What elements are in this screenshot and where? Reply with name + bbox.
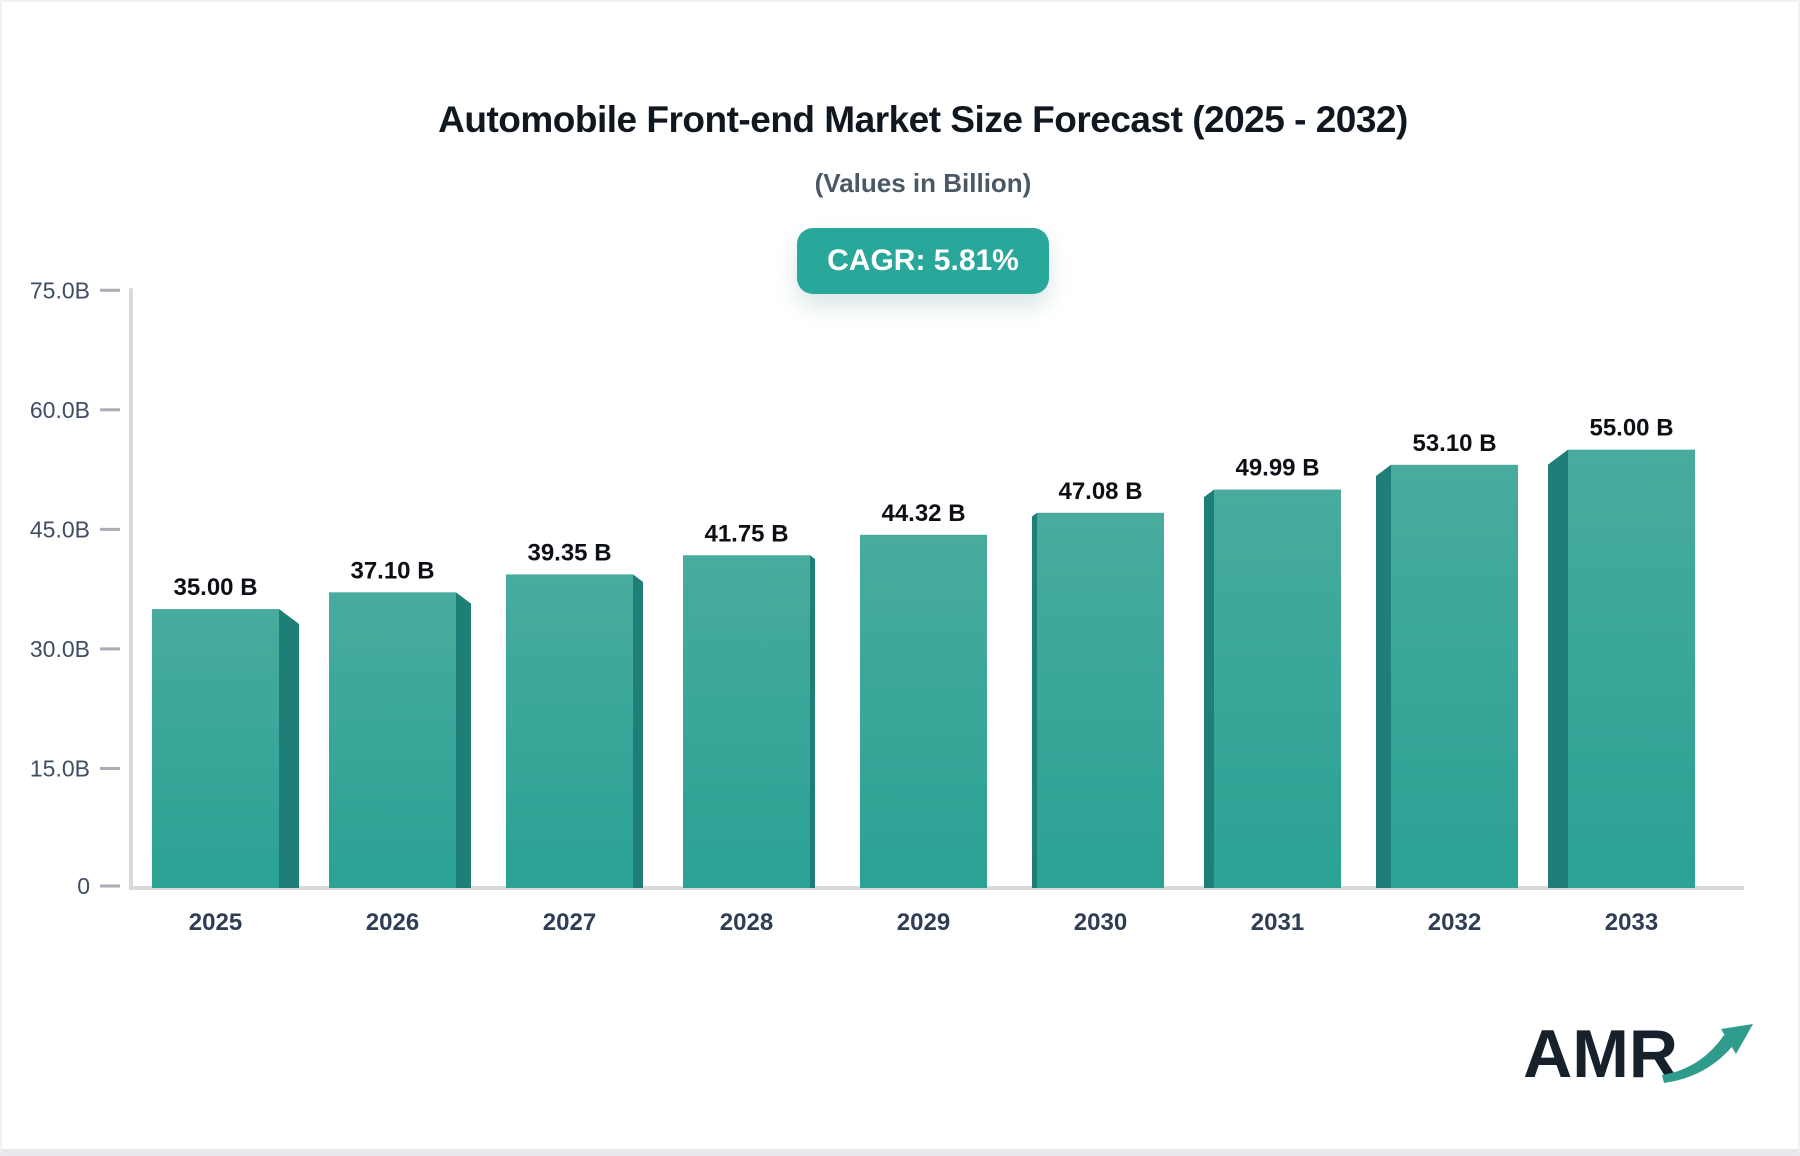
- chart-subtitle: (Values in Billion): [814, 168, 1032, 198]
- bar: [1214, 489, 1341, 888]
- x-axis-label: 2026: [366, 909, 419, 936]
- bar-value-label: 37.10 B: [350, 557, 434, 584]
- y-axis-label: 45.0B: [30, 516, 90, 542]
- x-axis-label: 2025: [189, 909, 242, 936]
- bar-group: 55.00 B 2033: [1548, 415, 1695, 936]
- bar: [506, 574, 633, 888]
- x-axis-label: 2027: [543, 909, 596, 936]
- bar-value-label: 55.00 B: [1589, 415, 1673, 442]
- chart-header: Automobile Front-end Market Size Forecas…: [48, 98, 1798, 294]
- y-axis-label: 30.0B: [30, 636, 90, 662]
- bar-value-label: 39.35 B: [527, 539, 611, 566]
- bar-group: 49.99 B 2031: [1204, 455, 1341, 936]
- bar-side-face: [1548, 449, 1568, 888]
- bar-value-label: 49.99 B: [1235, 455, 1319, 482]
- y-axis-tick: [100, 527, 120, 531]
- growth-arrow-icon: [1662, 1024, 1753, 1083]
- bar-value-label: 44.32 B: [881, 500, 965, 527]
- cagr-badge: CAGR: 5.81%: [797, 228, 1049, 294]
- bar-value-label: 47.08 B: [1058, 478, 1142, 505]
- bar-side-face: [1204, 489, 1214, 888]
- bar: [1568, 449, 1695, 888]
- bar-group: 37.10 B 2026: [329, 557, 471, 936]
- bar-value-label: 41.75 B: [704, 520, 788, 547]
- x-axis-label: 2033: [1605, 909, 1658, 936]
- x-axis-label: 2028: [720, 909, 773, 936]
- x-axis-label: 2031: [1251, 909, 1304, 936]
- bar-value-label: 35.00 B: [173, 574, 257, 601]
- bar-side-face: [1032, 512, 1037, 888]
- bar-group: 47.08 B 2030: [1032, 478, 1164, 936]
- amr-logo: AMR: [1523, 1016, 1756, 1092]
- bar-value-label: 53.10 B: [1412, 430, 1496, 457]
- y-axis-tick: [100, 288, 120, 292]
- bar-side-face: [810, 555, 815, 888]
- bar: [152, 609, 279, 888]
- y-axis-label: 0: [77, 873, 90, 899]
- bar-group: 44.32 B 2029: [860, 500, 987, 936]
- bar-side-face: [633, 574, 643, 888]
- bar: [860, 534, 987, 888]
- y-axis-tick: [100, 884, 120, 888]
- bar: [329, 592, 456, 888]
- y-axis-line: [129, 288, 133, 890]
- x-axis-label: 2032: [1428, 909, 1481, 936]
- bar-group: 39.35 B 2027: [506, 539, 643, 936]
- y-axis-tick: [100, 647, 120, 651]
- bar-group: 35.00 B 2025: [152, 574, 299, 936]
- y-axis-label: 60.0B: [30, 397, 90, 423]
- bar-side-face: [456, 592, 471, 888]
- amr-logo-text: AMR: [1523, 1016, 1678, 1092]
- y-axis-label: 75.0B: [30, 277, 90, 303]
- bar-side-face: [279, 609, 299, 888]
- chart-title: Automobile Front-end Market Size Forecas…: [438, 99, 1408, 140]
- bar-group: 53.10 B 2032: [1376, 430, 1518, 936]
- bar: [1391, 464, 1518, 888]
- bar-side-face: [1376, 464, 1391, 888]
- x-axis-label: 2029: [897, 909, 950, 936]
- bar-group: 41.75 B 2028: [683, 520, 815, 936]
- x-axis-label: 2030: [1074, 909, 1127, 936]
- bar: [1037, 512, 1164, 888]
- y-axis-tick: [100, 766, 120, 770]
- y-axis-tick: [100, 408, 120, 412]
- y-axis-label: 15.0B: [30, 755, 90, 781]
- growth-arrow-head: [1721, 1024, 1753, 1054]
- bar: [683, 555, 810, 888]
- growth-arrow-swoosh: [1662, 1035, 1735, 1083]
